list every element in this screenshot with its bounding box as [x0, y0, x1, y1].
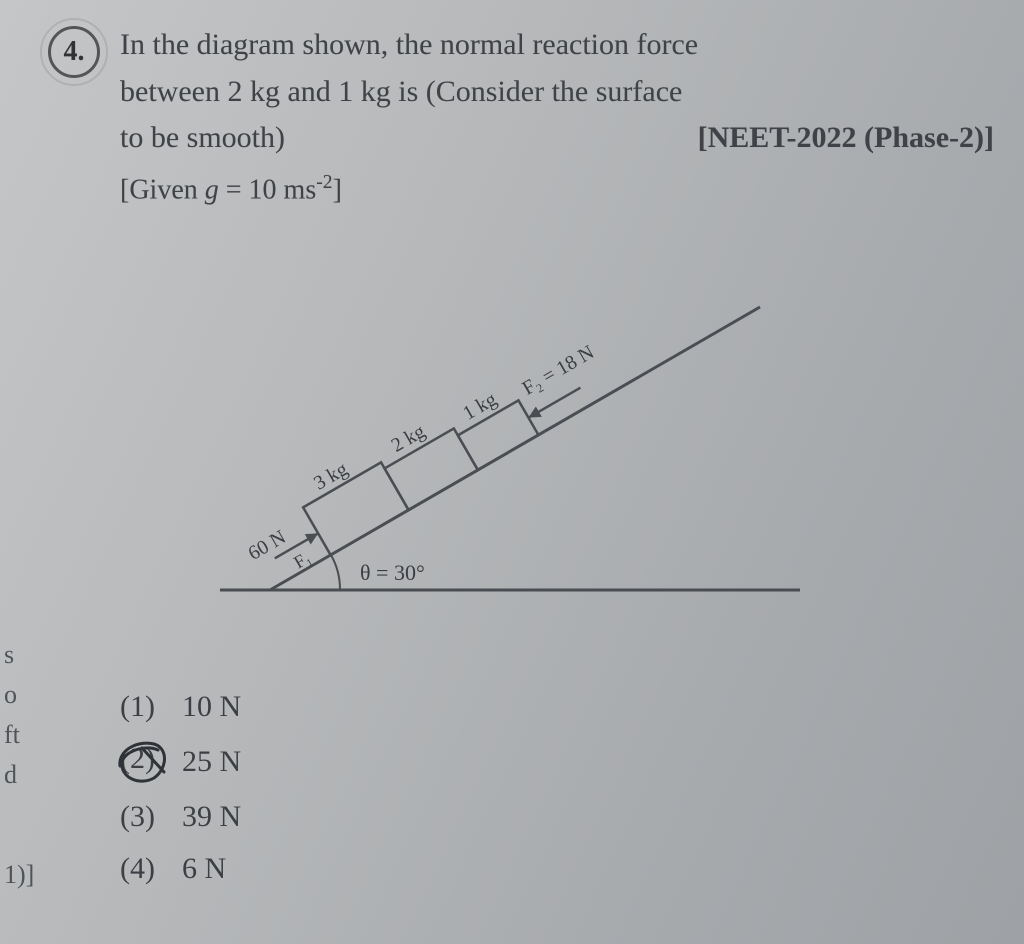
option-1-num: (1) — [120, 690, 168, 724]
margin-fragment-2: o — [4, 680, 17, 710]
block-1kg-label: 1 kg — [459, 388, 500, 425]
option-1[interactable]: (1) 10 N — [120, 690, 241, 724]
block-3kg-label: 3 kg — [310, 458, 351, 495]
given-eq: = 10 ms — [219, 174, 316, 205]
given-prefix: [Given — [120, 174, 205, 205]
force-f2-label: F₂ = 18 N — [519, 341, 598, 399]
question-number-circle: 4. — [48, 26, 100, 78]
angle-arc — [331, 555, 340, 590]
question-line-3: to be smooth) — [120, 115, 285, 162]
incline-group: 3 kg 2 kg 1 kg 60 N F₁ F₂ = 18 N — [231, 322, 616, 590]
block-2kg-label: 2 kg — [388, 420, 429, 457]
option-4[interactable]: (4) 6 N — [120, 852, 241, 886]
question-line-2: between 2 kg and 1 kg is (Consider the s… — [120, 69, 994, 116]
option-2-num: (2) — [120, 742, 168, 782]
option-3-label: 39 N — [182, 800, 241, 834]
option-4-label: 6 N — [182, 852, 226, 886]
page: 4. In the diagram shown, the normal reac… — [0, 0, 1024, 944]
option-2-label: 25 N — [182, 745, 241, 779]
option-3-num: (3) — [120, 800, 168, 834]
options-list: (1) 10 N (2) 25 N (3) 39 N (4) 6 N — [120, 690, 241, 904]
option-3[interactable]: (3) 39 N — [120, 800, 241, 834]
question-text: In the diagram shown, the normal reactio… — [120, 22, 994, 211]
given-exp: -2 — [316, 172, 332, 193]
option-2[interactable]: (2) 25 N — [120, 742, 241, 782]
margin-fragment-4: d — [4, 760, 17, 790]
question-line-1: In the diagram shown, the normal reactio… — [120, 22, 994, 69]
physics-diagram: θ = 30° 3 kg 2 kg 1 kg 60 N F₁ — [200, 260, 820, 640]
force-f1-sub: F₁ — [290, 547, 314, 572]
margin-fragment-3: ft — [4, 720, 20, 750]
option-1-label: 10 N — [182, 690, 241, 724]
given-line: [Given g = 10 ms-2] — [120, 168, 994, 212]
exam-tag: [NEET-2022 (Phase-2)] — [698, 115, 994, 162]
angle-label: θ = 30° — [360, 560, 425, 585]
given-suffix: ] — [333, 174, 342, 205]
margin-fragment-5: 1)] — [4, 860, 34, 890]
selection-scribble-icon — [114, 738, 170, 784]
given-var: g — [205, 174, 219, 205]
margin-fragment-1: s — [4, 640, 14, 670]
question-number: 4. — [64, 36, 85, 68]
option-4-num: (4) — [120, 852, 168, 886]
force-f1-label: 60 N — [245, 526, 290, 565]
diagram-svg: θ = 30° 3 kg 2 kg 1 kg 60 N F₁ — [200, 260, 820, 640]
